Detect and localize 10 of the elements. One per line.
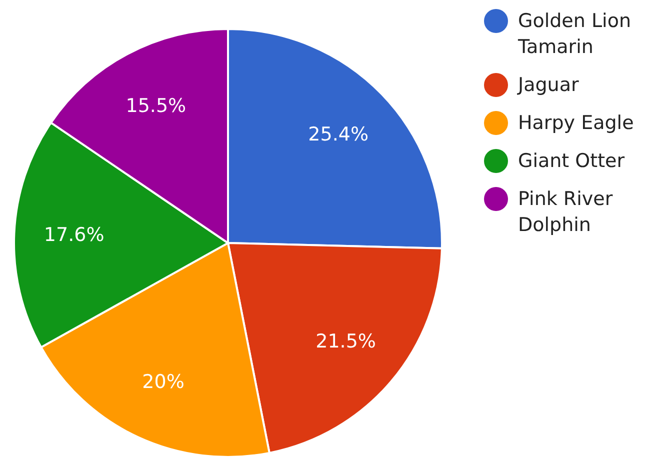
data-label: 25.4% xyxy=(308,123,368,146)
legend-label: Golden Lion Tamarin xyxy=(518,9,632,60)
data-label: 21.5% xyxy=(316,330,376,352)
legend-label: Giant Otter xyxy=(518,149,626,174)
legend-label: Harpy Eagle xyxy=(518,111,635,136)
data-label: 20% xyxy=(142,370,184,393)
data-label: 17.6% xyxy=(44,224,104,246)
legend-label: Pink River Dolphin xyxy=(518,187,614,238)
data-label: 15.5% xyxy=(126,94,186,117)
legend-label: Jaguar xyxy=(518,73,580,98)
